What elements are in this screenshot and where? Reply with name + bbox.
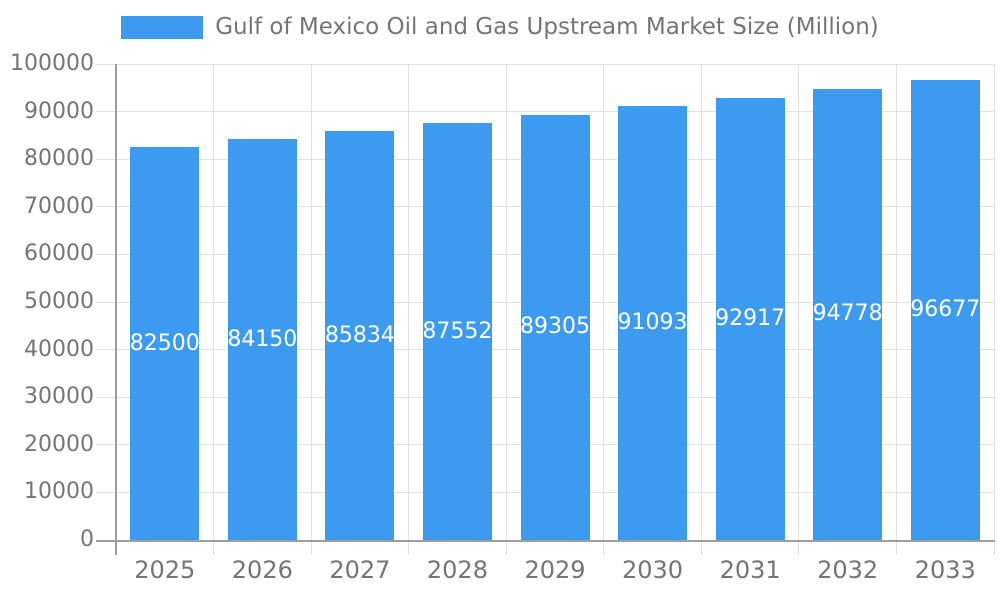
x-tick-label: 2029 <box>524 556 586 584</box>
y-tick-label: 30000 <box>24 384 94 410</box>
gridline-vertical <box>213 64 215 540</box>
y-tick <box>96 349 116 351</box>
bar[interactable] <box>227 139 297 540</box>
y-tick <box>96 253 116 255</box>
bar-value-label: 87552 <box>422 318 493 344</box>
bar[interactable] <box>618 106 688 540</box>
gridline-vertical <box>603 64 605 540</box>
y-tick-label: 50000 <box>24 289 94 314</box>
y-tick <box>96 206 116 208</box>
bar[interactable] <box>813 88 883 540</box>
x-tick-label: 2033 <box>914 556 976 584</box>
x-tick-label: 2032 <box>817 556 879 584</box>
x-tick <box>505 540 507 555</box>
y-tick <box>96 63 116 65</box>
bar-value-label: 89305 <box>519 314 590 340</box>
x-tick <box>310 540 312 555</box>
y-tick-label: 100000 <box>10 51 94 76</box>
x-tick <box>798 540 800 555</box>
x-tick-label: 2025 <box>134 556 196 584</box>
bar-value-label: 84150 <box>227 326 298 352</box>
y-tick-label: 0 <box>80 527 94 552</box>
x-tick <box>700 540 702 555</box>
y-tick-label: 40000 <box>24 336 94 362</box>
bar[interactable] <box>422 123 492 540</box>
bar[interactable] <box>715 97 785 540</box>
x-tick <box>213 540 215 555</box>
gridline-horizontal <box>116 63 994 65</box>
gridline-vertical <box>895 64 897 540</box>
x-tick-label: 2026 <box>231 556 293 584</box>
y-tick <box>96 158 116 160</box>
bar[interactable] <box>520 114 590 540</box>
y-tick-label: 80000 <box>24 146 94 172</box>
legend-swatch <box>121 15 204 39</box>
x-tick <box>603 540 605 555</box>
gridline-vertical <box>505 64 507 540</box>
x-tick-label: 2028 <box>426 556 488 584</box>
bar[interactable] <box>910 79 980 540</box>
x-axis-line <box>96 540 995 542</box>
bar[interactable] <box>130 147 200 540</box>
gridline-vertical <box>993 64 995 540</box>
legend-title: Gulf of Mexico Oil and Gas Upstream Mark… <box>215 14 879 40</box>
x-tick <box>895 540 897 555</box>
y-tick-label: 90000 <box>24 98 94 124</box>
x-tick <box>408 540 410 555</box>
gridline-vertical <box>408 64 410 540</box>
y-tick-label: 70000 <box>24 193 94 219</box>
y-axis-line <box>115 64 117 555</box>
gridline-vertical <box>700 64 702 540</box>
y-tick <box>96 491 116 493</box>
y-tick-label: 20000 <box>24 431 94 457</box>
bar-value-label: 96677 <box>910 296 981 322</box>
x-tick <box>993 540 995 555</box>
bar-value-label: 82500 <box>129 330 200 356</box>
bar[interactable] <box>325 131 395 540</box>
gridline-horizontal <box>116 111 994 113</box>
bar-value-label: 91093 <box>617 310 688 336</box>
bar-value-label: 94778 <box>812 301 883 327</box>
y-tick-label: 60000 <box>24 241 94 267</box>
y-tick <box>96 111 116 113</box>
y-tick <box>96 396 116 398</box>
bar-value-label: 92917 <box>715 305 786 331</box>
bar-value-label: 85834 <box>324 322 395 348</box>
gridline-vertical <box>798 64 800 540</box>
y-tick <box>96 301 116 303</box>
y-tick <box>96 444 116 446</box>
legend[interactable]: Gulf of Mexico Oil and Gas Upstream Mark… <box>0 14 1000 40</box>
x-tick-label: 2027 <box>329 556 391 584</box>
gridline-vertical <box>310 64 312 540</box>
y-tick-label: 10000 <box>24 479 94 505</box>
x-tick-label: 2030 <box>622 556 684 584</box>
x-tick-label: 2031 <box>719 556 781 584</box>
